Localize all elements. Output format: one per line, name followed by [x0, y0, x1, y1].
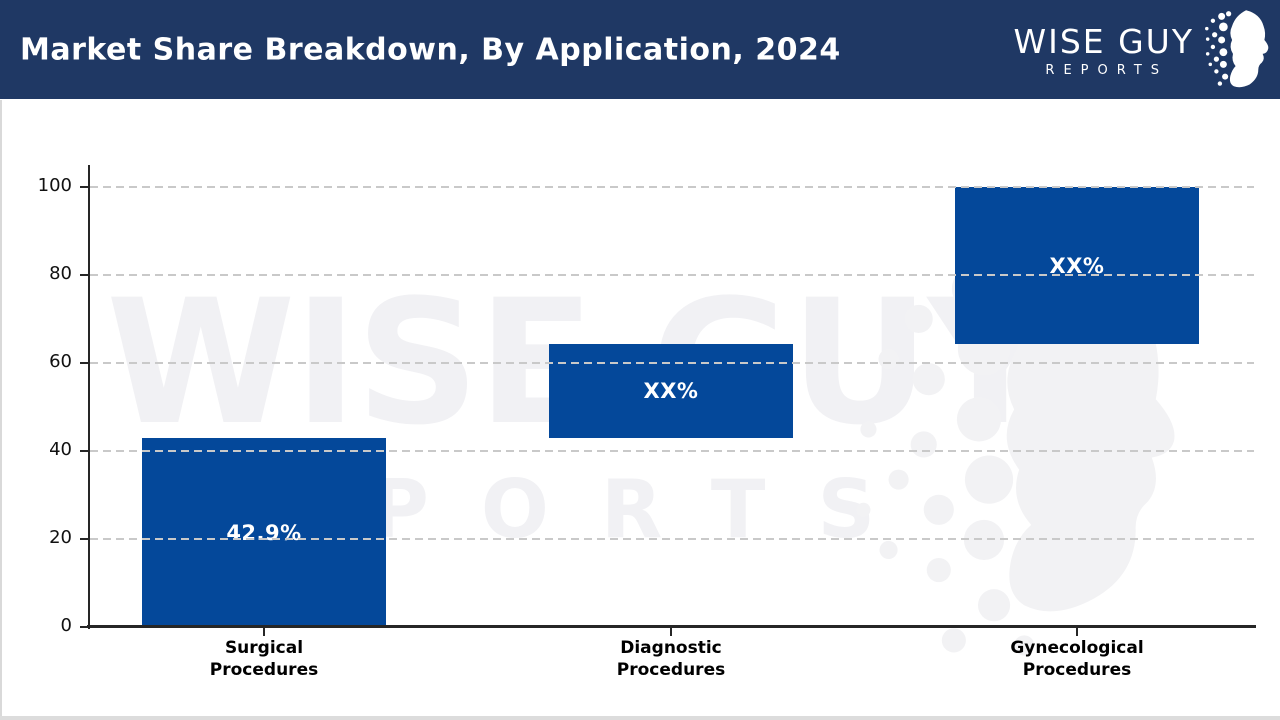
- bottom-strip: [0, 716, 1280, 720]
- gridline: [90, 274, 1254, 276]
- bar-value-label: XX%: [643, 379, 699, 404]
- bar-segment: XX%: [549, 344, 793, 439]
- y-axis-tick-label: 40: [49, 439, 72, 460]
- gridline: [90, 538, 1254, 540]
- y-axis-tick: [80, 362, 89, 364]
- logo-tagline: REPORTS: [1045, 63, 1169, 78]
- bar-value-label: XX%: [1049, 253, 1105, 278]
- gridline: [90, 450, 1254, 452]
- y-axis-tick: [80, 538, 89, 540]
- x-axis-tick: [1076, 628, 1078, 636]
- y-axis-line: [88, 165, 90, 629]
- y-axis-tick-label: 100: [37, 175, 72, 196]
- y-axis-tick-label: 80: [49, 263, 72, 284]
- gridline: [90, 362, 1254, 364]
- category-label: Gynecological Procedures: [1010, 638, 1144, 680]
- y-axis-tick: [80, 274, 89, 276]
- chart-area: WISE GUY REPORTS 02040608010042.9%Surgic…: [0, 99, 1280, 720]
- gridline: [90, 186, 1254, 188]
- bar-value-label: 42.9%: [226, 520, 302, 545]
- bar-segment: XX%: [955, 187, 1199, 345]
- category-label: Surgical Procedures: [209, 638, 319, 680]
- chart-header: Market Share Breakdown, By Application, …: [0, 0, 1280, 99]
- y-axis-tick-label: 60: [49, 351, 72, 372]
- x-axis-tick: [263, 628, 265, 636]
- y-axis-tick: [80, 186, 89, 188]
- left-edge-divider: [0, 100, 2, 720]
- y-axis-tick-label: 0: [60, 615, 72, 636]
- plot-area: 0 20 40 60 80 100 42.9% Surgical Procedures XX% Di…: [38, 165, 1256, 680]
- y-axis-tick: [80, 450, 89, 452]
- x-axis-line: [87, 625, 1256, 628]
- logo-name: WISE GUY: [1013, 22, 1194, 61]
- y-axis-tick: [80, 626, 89, 628]
- wiseguy-logo: WISE GUY REPORTS: [1013, 8, 1274, 92]
- face-logo-icon: [1205, 10, 1269, 88]
- bar-segment: 42.9%: [142, 438, 386, 627]
- y-axis-tick-label: 20: [49, 527, 72, 548]
- category-label: Diagnostic Procedures: [616, 638, 726, 680]
- logo-text: WISE GUY REPORTS: [1013, 22, 1194, 78]
- x-axis-tick: [670, 628, 672, 636]
- page-title: Market Share Breakdown, By Application, …: [20, 32, 841, 67]
